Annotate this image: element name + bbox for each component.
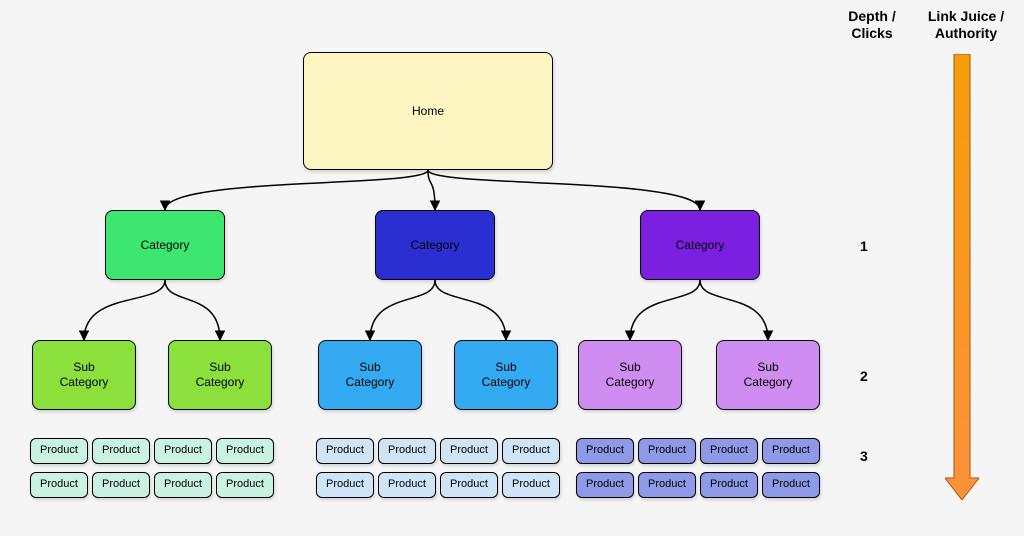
- subcategory-node-0-1: Sub Category: [168, 340, 272, 410]
- home-node: Home: [303, 52, 553, 170]
- product-node-0-1-2-label: Product: [164, 478, 202, 492]
- product-node-1-1-3: Product: [502, 472, 560, 498]
- product-node-0-0-0: Product: [30, 438, 88, 464]
- category-node-0: Category: [105, 210, 225, 280]
- product-node-0-0-2-label: Product: [164, 444, 202, 458]
- product-node-2-1-1-label: Product: [648, 478, 686, 492]
- subcategory-node-2-1-label: Sub Category: [744, 360, 793, 390]
- product-node-2-1-2-label: Product: [710, 478, 748, 492]
- product-node-2-0-1-label: Product: [648, 444, 686, 458]
- product-node-2-1-0: Product: [576, 472, 634, 498]
- subcategory-node-1-0-label: Sub Category: [346, 360, 395, 390]
- product-node-0-1-2: Product: [154, 472, 212, 498]
- subcategory-node-2-0-label: Sub Category: [606, 360, 655, 390]
- subcategory-node-0-0: Sub Category: [32, 340, 136, 410]
- product-node-2-0-3: Product: [762, 438, 820, 464]
- depth-label-1: 1: [860, 238, 868, 254]
- product-node-1-0-2-label: Product: [450, 444, 488, 458]
- product-node-0-0-3-label: Product: [226, 444, 264, 458]
- product-node-0-1-0-label: Product: [40, 478, 78, 492]
- product-node-1-0-0-label: Product: [326, 444, 364, 458]
- product-node-1-1-2-label: Product: [450, 478, 488, 492]
- product-node-1-0-1: Product: [378, 438, 436, 464]
- product-node-0-1-1: Product: [92, 472, 150, 498]
- subcategory-node-1-1: Sub Category: [454, 340, 558, 410]
- product-node-1-0-3: Product: [502, 438, 560, 464]
- product-node-1-1-3-label: Product: [512, 478, 550, 492]
- product-node-0-1-0: Product: [30, 472, 88, 498]
- subcategory-node-0-0-label: Sub Category: [60, 360, 109, 390]
- product-node-2-1-0-label: Product: [586, 478, 624, 492]
- product-node-0-0-2: Product: [154, 438, 212, 464]
- subcategory-node-0-1-label: Sub Category: [196, 360, 245, 390]
- product-node-2-0-2: Product: [700, 438, 758, 464]
- product-node-0-0-1: Product: [92, 438, 150, 464]
- product-node-2-0-0: Product: [576, 438, 634, 464]
- product-node-2-1-1: Product: [638, 472, 696, 498]
- product-node-1-1-2: Product: [440, 472, 498, 498]
- diagram-stage: Home Category Sub Category Sub Category Prod…: [0, 0, 1024, 536]
- product-node-1-0-1-label: Product: [388, 444, 426, 458]
- product-node-1-0-3-label: Product: [512, 444, 550, 458]
- depth-label-3: 3: [860, 448, 868, 464]
- product-node-1-0-0: Product: [316, 438, 374, 464]
- subcategory-node-1-1-label: Sub Category: [482, 360, 531, 390]
- product-node-2-0-3-label: Product: [772, 444, 810, 458]
- authority-arrow: [945, 54, 979, 500]
- category-node-2-label: Category: [676, 238, 725, 253]
- category-node-1: Category: [375, 210, 495, 280]
- product-node-0-1-3-label: Product: [226, 478, 264, 492]
- product-node-2-1-3: Product: [762, 472, 820, 498]
- category-node-1-label: Category: [411, 238, 460, 253]
- home-node-label: Home: [412, 104, 444, 119]
- header-authority: Link Juice / Authority: [918, 8, 1014, 42]
- subcategory-node-2-0: Sub Category: [578, 340, 682, 410]
- product-node-1-1-1-label: Product: [388, 478, 426, 492]
- subcategory-node-1-0: Sub Category: [318, 340, 422, 410]
- product-node-1-1-0-label: Product: [326, 478, 364, 492]
- product-node-0-1-3: Product: [216, 472, 274, 498]
- product-node-0-0-0-label: Product: [40, 444, 78, 458]
- product-node-2-0-1: Product: [638, 438, 696, 464]
- product-node-2-1-2: Product: [700, 472, 758, 498]
- product-node-2-0-2-label: Product: [710, 444, 748, 458]
- product-node-1-0-2: Product: [440, 438, 498, 464]
- subcategory-node-2-1: Sub Category: [716, 340, 820, 410]
- category-node-0-label: Category: [141, 238, 190, 253]
- category-node-2: Category: [640, 210, 760, 280]
- product-node-1-1-1: Product: [378, 472, 436, 498]
- header-depth: Depth / Clicks: [836, 8, 908, 42]
- product-node-2-0-0-label: Product: [586, 444, 624, 458]
- product-node-0-1-1-label: Product: [102, 478, 140, 492]
- product-node-2-1-3-label: Product: [772, 478, 810, 492]
- depth-label-2: 2: [860, 368, 868, 384]
- product-node-1-1-0: Product: [316, 472, 374, 498]
- product-node-0-0-3: Product: [216, 438, 274, 464]
- product-node-0-0-1-label: Product: [102, 444, 140, 458]
